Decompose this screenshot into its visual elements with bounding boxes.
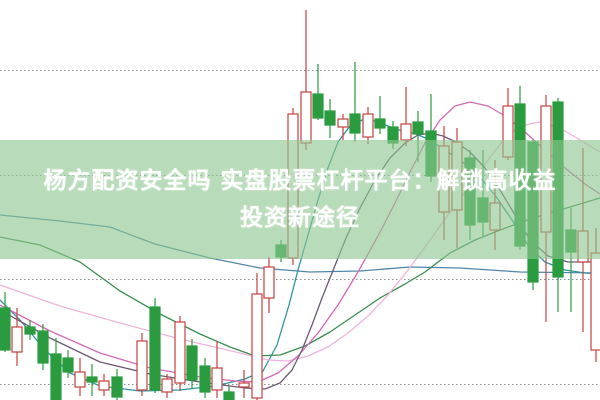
ma-pink-light <box>0 121 600 362</box>
candle-body <box>337 118 349 128</box>
candle-body <box>86 376 98 383</box>
candle-down <box>86 364 98 396</box>
candle-body <box>174 321 186 384</box>
candle-up <box>238 370 250 398</box>
candle-down <box>50 338 62 400</box>
candle-body <box>199 365 211 393</box>
candle-body <box>374 118 386 129</box>
candle-body <box>37 330 49 364</box>
candle-body <box>324 110 336 126</box>
candle-up <box>251 273 263 400</box>
candle-down <box>24 320 36 340</box>
candle-down <box>199 358 211 398</box>
candle-up <box>161 374 173 398</box>
candle-body <box>50 353 62 400</box>
candle-down <box>186 339 198 389</box>
candle-down <box>62 350 74 378</box>
candle-up <box>11 308 23 366</box>
candle-body <box>149 306 161 391</box>
candle-down <box>223 386 235 400</box>
candle-body <box>223 391 235 400</box>
candle-down <box>0 292 11 352</box>
promo-banner-title-line2: 投资新途径 <box>240 204 360 231</box>
candle-up <box>174 316 186 391</box>
promo-banner: 杨方配资安全吗 实盘股票杠杆平台：解锁高收益 投资新途径 <box>0 140 600 259</box>
candle-down <box>111 369 123 400</box>
candle-down <box>324 99 336 138</box>
promo-banner-title-line1: 杨方配资安全吗 实盘股票杠杆平台：解锁高收益 <box>43 168 557 195</box>
candle-up <box>136 333 148 396</box>
candle-body <box>11 326 23 353</box>
candle-body <box>349 113 361 134</box>
candle-up <box>337 114 349 140</box>
candle-body <box>74 371 86 388</box>
candle-body <box>98 380 110 391</box>
candle-body <box>412 121 424 135</box>
candle-body <box>400 123 412 141</box>
candle-up <box>211 341 223 398</box>
candle-body <box>111 376 123 398</box>
candle-up <box>300 10 312 150</box>
candle-up <box>98 374 110 396</box>
candle-down <box>149 298 161 393</box>
candle-down <box>349 62 361 142</box>
candle-body <box>211 367 223 391</box>
candle-body <box>590 252 600 351</box>
candle-body <box>251 293 263 399</box>
candle-body <box>24 326 36 335</box>
candle-body <box>362 113 374 138</box>
candle-up <box>362 107 374 144</box>
candle-body <box>161 378 173 393</box>
candle-up <box>263 257 275 313</box>
candle-down <box>312 64 324 120</box>
candle-body <box>312 93 324 119</box>
candle-down <box>374 96 386 134</box>
candle-body <box>62 357 74 373</box>
candle-up <box>74 358 86 396</box>
candle-body <box>300 91 312 144</box>
candle-body <box>0 307 11 351</box>
candle-body <box>186 345 198 381</box>
candle-body <box>136 340 148 391</box>
candle-up <box>400 87 412 146</box>
candle-body <box>263 266 275 299</box>
candle-body <box>238 382 250 388</box>
candle-down <box>37 324 49 370</box>
